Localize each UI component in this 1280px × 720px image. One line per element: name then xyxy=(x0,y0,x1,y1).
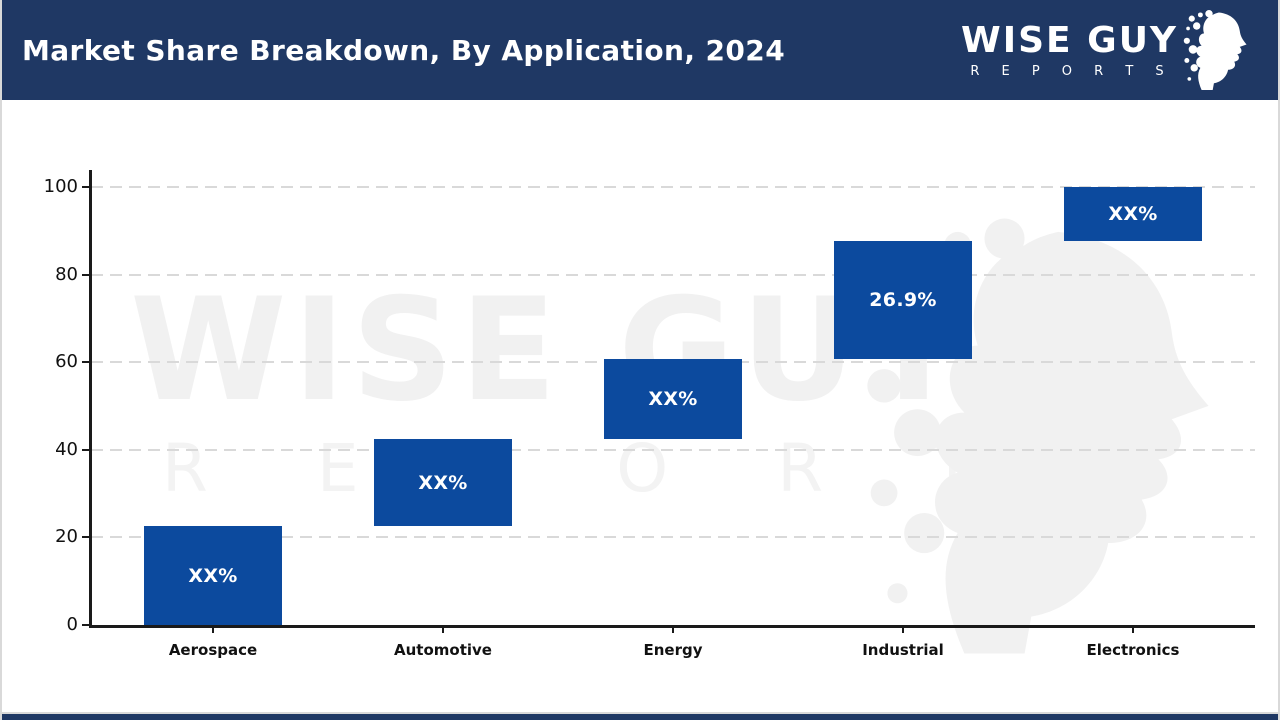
y-axis-tick xyxy=(82,273,91,276)
x-axis-category-label: Industrial xyxy=(862,641,944,659)
gridline xyxy=(91,186,1255,188)
y-axis-tick-label: 20 xyxy=(55,526,78,548)
footer-bar xyxy=(2,714,1278,720)
x-axis-category-label: Energy xyxy=(643,641,703,659)
y-axis-tick-label: 60 xyxy=(55,351,78,373)
bar-value-label: XX% xyxy=(1108,202,1158,225)
gridline xyxy=(91,536,1255,539)
y-axis-tick-label: 0 xyxy=(66,614,78,635)
gridline xyxy=(91,273,1255,276)
y-axis-tick-label: 40 xyxy=(55,438,78,460)
bar-segment: XX% xyxy=(1064,187,1202,241)
gridline xyxy=(91,448,1255,451)
brand-subtitle: R E P O R T S xyxy=(970,63,1173,79)
y-axis-tick xyxy=(82,536,91,539)
bar-segment: XX% xyxy=(604,358,742,439)
watermark-text-1: WISE GUY xyxy=(130,268,971,433)
x-axis-tick xyxy=(1132,627,1134,633)
x-axis-tick xyxy=(902,627,904,633)
x-axis-category-label: Electronics xyxy=(1086,641,1180,659)
x-axis-tick xyxy=(442,627,444,633)
bar-value-label: 26.9% xyxy=(869,288,937,311)
y-axis-tick-label: 100 xyxy=(43,176,78,197)
bar-segment: 26.9% xyxy=(834,240,972,359)
bar-value-label: XX% xyxy=(418,471,468,494)
figure-bottom-border xyxy=(2,712,1278,714)
bar-segment: XX% xyxy=(374,438,512,527)
y-axis-tick xyxy=(82,448,91,451)
y-axis-tick xyxy=(82,624,91,626)
x-axis-category-label: Automotive xyxy=(394,641,492,659)
x-axis-tick xyxy=(672,627,674,633)
brand-name: WISE GUY xyxy=(960,19,1178,61)
head-profile-icon xyxy=(1183,10,1247,90)
brand-wordmark: WISE GUY R E P O R T S xyxy=(960,19,1178,79)
bar-segment: XX% xyxy=(144,526,282,625)
x-axis-category-label: Aerospace xyxy=(168,641,258,659)
bar-value-label: XX% xyxy=(648,387,698,410)
y-axis-tick xyxy=(82,361,91,364)
x-axis-tick xyxy=(212,627,214,633)
y-axis-line xyxy=(89,170,92,627)
header: Market Share Breakdown, By Application, … xyxy=(2,0,1278,100)
page-title: Market Share Breakdown, By Application, … xyxy=(22,33,786,67)
y-axis-tick-label: 80 xyxy=(55,263,78,285)
bar-value-label: XX% xyxy=(188,564,238,587)
brand-logo: WISE GUY R E P O R T S xyxy=(961,10,1254,90)
y-axis-tick xyxy=(82,186,91,188)
x-axis-line xyxy=(89,625,1255,628)
